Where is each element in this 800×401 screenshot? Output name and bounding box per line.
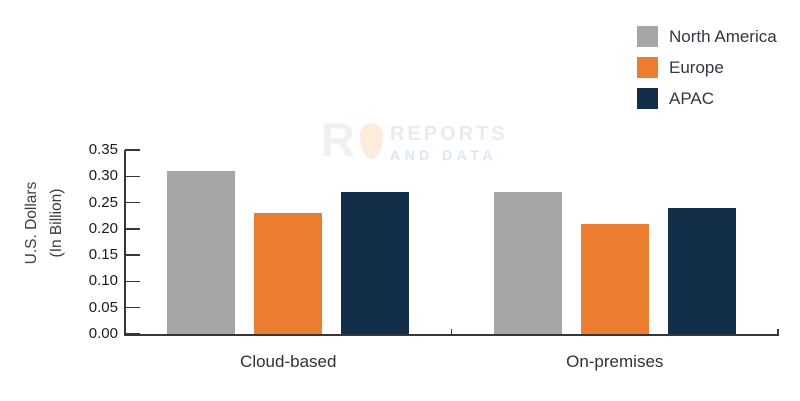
reports-and-data-logo-r: R [321,113,355,166]
legend-label: APAC [669,89,715,108]
legend-swatch-icon [637,26,658,47]
bar-north-america-on-premises [493,192,562,334]
bar-apac-on-premises [667,207,736,334]
y-tick-label: 0.10 [88,272,118,290]
y-tick-label: 0.00 [88,325,118,342]
y-tick-label: 0.25 [88,193,118,211]
y-tick-mark [125,228,140,230]
y-tick-label: 0.20 [88,219,118,237]
bar-europe-cloud-based [254,213,323,334]
x-tick-mark [124,329,126,336]
bar-north-america-cloud-based [167,171,236,334]
legend-swatch-icon [637,57,658,78]
y-tick-mark [125,254,140,256]
legend-label: North America [669,27,777,46]
legend-swatch-icon [637,88,658,109]
reports-and-data-logo-shield-icon [359,123,383,159]
bar-apac-cloud-based [341,192,410,334]
y-tick-label: 0.35 [88,141,118,158]
x-tick-mark [777,329,779,336]
watermark-text-reports: REPORTS [389,123,508,145]
legend-item-apac: APAC [637,88,777,109]
y-tick-label: 0.15 [88,246,118,264]
y-tick-mark [125,333,140,335]
x-tick-mark [450,329,453,336]
watermark-reports-and-data: R REPORTS AND DATA [321,113,508,166]
bar-europe-on-premises [580,223,649,334]
category-label: Cloud-based [240,352,337,371]
y-tick-label: 0.05 [88,298,118,316]
y-tick-mark [125,149,140,151]
y-tick-mark [125,175,140,178]
y-tick-mark [125,280,140,283]
legend-label: Europe [669,58,724,77]
legend-item-europe: Europe [637,57,777,78]
category-label: On-premises [566,352,664,371]
watermark-text-and-data: AND DATA [389,147,497,163]
y-tick-mark [125,306,140,309]
y-axis-line [124,150,126,334]
legend-item-north-america: North America [637,26,777,47]
y-tick-label: 0.30 [88,167,118,185]
y-tick-mark [125,201,140,204]
legend: North America Europe APAC [637,26,777,109]
